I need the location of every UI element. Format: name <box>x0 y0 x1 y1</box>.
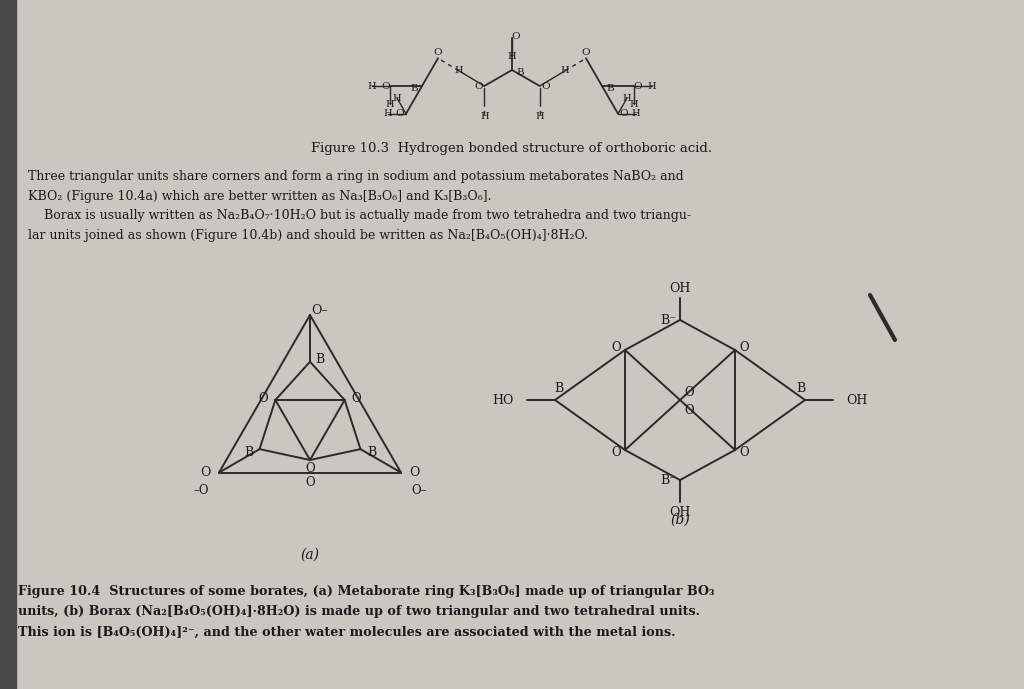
Text: B: B <box>516 68 524 76</box>
Text: units, (b) Borax (Na₂[B₄O₅(OH)₄]·8H₂O) is made up of two triangular and two tetr: units, (b) Borax (Na₂[B₄O₅(OH)₄]·8H₂O) i… <box>18 606 700 619</box>
Text: H: H <box>561 66 569 75</box>
Text: O: O <box>305 462 314 475</box>
Text: (b): (b) <box>670 513 690 527</box>
Text: O–: O– <box>412 484 427 497</box>
Text: O: O <box>410 466 420 479</box>
Text: O: O <box>258 391 268 404</box>
Text: H: H <box>630 99 638 108</box>
Text: B⁻: B⁻ <box>660 473 676 486</box>
Text: Borax is usually written as Na₂B₄O₇·10H₂O but is actually made from two tetrahed: Borax is usually written as Na₂B₄O₇·10H₂… <box>28 209 691 222</box>
Text: B: B <box>315 353 325 367</box>
Text: B: B <box>606 83 613 92</box>
Text: KBO₂ (Figure 10.4a) which are better written as Na₃[B₃O₆] and K₃[B₃O₆].: KBO₂ (Figure 10.4a) which are better wri… <box>28 189 492 203</box>
Text: H: H <box>480 112 488 121</box>
Text: O: O <box>620 110 629 119</box>
Text: O: O <box>582 48 590 56</box>
Text: O: O <box>684 404 694 416</box>
Text: Three triangular units share corners and form a ring in sodium and potassium met: Three triangular units share corners and… <box>28 170 684 183</box>
Text: O: O <box>684 386 694 398</box>
Text: O: O <box>200 466 210 479</box>
Text: Figure 10.3  Hydrogen bonded structure of orthoboric acid.: Figure 10.3 Hydrogen bonded structure of… <box>311 141 713 154</box>
Text: B⁻: B⁻ <box>660 313 676 327</box>
Text: O: O <box>352 391 361 404</box>
Text: O: O <box>395 110 404 119</box>
Text: O: O <box>739 340 749 353</box>
Text: H: H <box>455 66 463 75</box>
Text: OH: OH <box>670 506 690 519</box>
Text: OH: OH <box>670 282 690 294</box>
Text: O: O <box>512 32 520 41</box>
Text: O: O <box>739 446 749 460</box>
Text: H: H <box>508 52 516 61</box>
Text: O: O <box>542 81 550 90</box>
Text: O: O <box>474 81 482 90</box>
Text: O: O <box>305 475 314 489</box>
Text: B: B <box>554 382 563 395</box>
Text: O: O <box>382 81 390 90</box>
Text: lar units joined as shown (Figure 10.4b) and should be written as Na₂[B₄O₅(OH)₄]: lar units joined as shown (Figure 10.4b)… <box>28 229 588 242</box>
Text: B: B <box>411 83 418 92</box>
Text: This ion is [B₄O₅(OH)₄]²⁻, and the other water molecules are associated with the: This ion is [B₄O₅(OH)₄]²⁻, and the other… <box>18 626 676 639</box>
Bar <box>0 0 16 689</box>
Text: HO: HO <box>493 393 514 407</box>
Text: OH: OH <box>846 393 867 407</box>
Text: H: H <box>623 94 632 103</box>
Text: B: B <box>244 446 253 459</box>
Text: O: O <box>611 340 621 353</box>
Text: –O: –O <box>194 484 209 497</box>
Text: B: B <box>367 446 376 459</box>
Text: Figure 10.4  Structures of some borates, (a) Metaborate ring K₃[B₃O₆] made up of: Figure 10.4 Structures of some borates, … <box>18 585 715 598</box>
Text: H: H <box>384 110 392 119</box>
Text: H: H <box>536 112 544 121</box>
Text: H: H <box>648 81 656 90</box>
Text: H: H <box>392 94 401 103</box>
Text: H: H <box>386 99 394 108</box>
Text: O: O <box>634 81 642 90</box>
Text: O: O <box>611 446 621 460</box>
Text: (a): (a) <box>300 548 319 562</box>
Text: B: B <box>797 382 806 395</box>
Text: H: H <box>368 81 376 90</box>
Text: H: H <box>632 110 640 119</box>
Text: O–: O– <box>311 303 329 316</box>
Text: O: O <box>434 48 442 56</box>
